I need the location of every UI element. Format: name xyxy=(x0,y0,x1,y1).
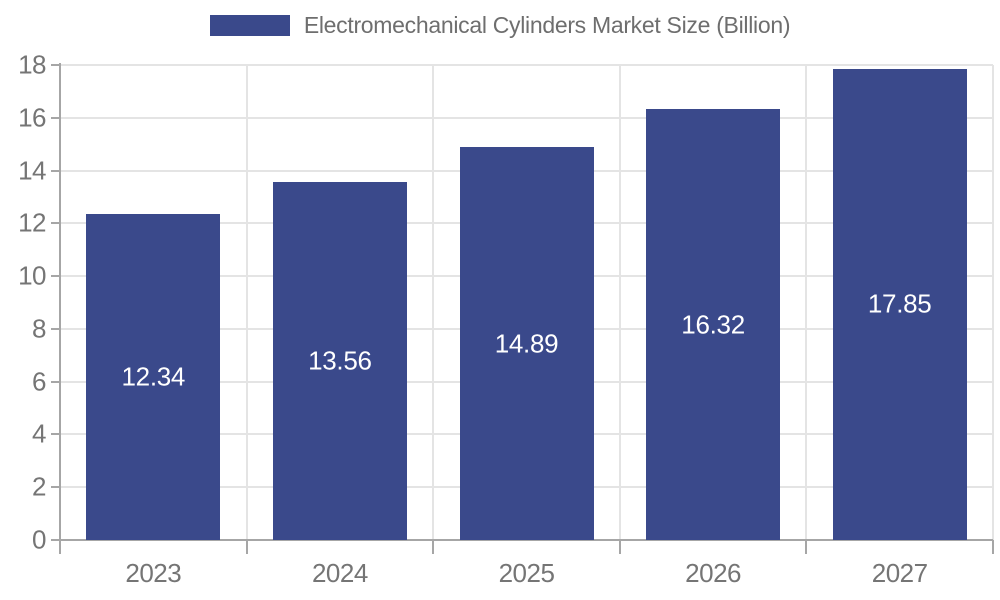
bar-2024[interactable] xyxy=(273,182,407,540)
x-axis-tick-label: 2025 xyxy=(498,558,555,588)
y-axis-tick xyxy=(51,433,60,436)
x-axis-tick xyxy=(992,540,994,554)
bar-value-label: 17.85 xyxy=(867,288,932,319)
y-axis-tick xyxy=(51,380,60,383)
x-gridline xyxy=(992,65,994,540)
x-axis-tick xyxy=(805,540,808,554)
x-axis-tick xyxy=(618,540,621,554)
y-axis-tick xyxy=(51,275,60,278)
y-gridline xyxy=(60,116,993,119)
y-axis-tick xyxy=(51,116,60,119)
x-axis-tick-label: 2026 xyxy=(685,558,742,588)
x-axis-tick-label: 2024 xyxy=(311,558,368,588)
bar-value-label: 12.34 xyxy=(121,361,186,392)
x-axis-tick xyxy=(59,540,61,554)
bar-2025[interactable] xyxy=(460,147,594,540)
y-axis-tick-label: 14 xyxy=(18,155,46,186)
y-axis-tick-label: 10 xyxy=(18,260,46,291)
legend-swatch-icon xyxy=(209,15,290,36)
y-axis-tick-label: 4 xyxy=(32,418,46,449)
y-axis-tick-label: 12 xyxy=(18,207,46,238)
bar-2026[interactable] xyxy=(646,109,780,540)
bar-2023[interactable] xyxy=(86,214,220,540)
bar-value-label: 14.89 xyxy=(494,328,559,359)
y-axis-tick xyxy=(51,169,60,172)
y-axis-line xyxy=(59,63,61,554)
x-gridline xyxy=(618,65,621,540)
y-axis-tick xyxy=(51,222,60,225)
bar-2027[interactable] xyxy=(833,68,967,540)
y-axis-tick-label: 0 xyxy=(32,524,46,555)
y-axis-tick-label: 18 xyxy=(18,49,46,80)
legend-label: Electromechanical Cylinders Market Size … xyxy=(303,12,791,38)
x-axis-tick-label: 2023 xyxy=(125,558,182,588)
chart-legend[interactable]: Electromechanical Cylinders Market Size … xyxy=(0,12,1000,39)
x-axis-line xyxy=(51,539,993,541)
x-axis-tick xyxy=(432,540,435,554)
x-axis-tick xyxy=(245,540,248,554)
x-gridline xyxy=(432,65,435,540)
x-gridline xyxy=(245,65,248,540)
bar-value-label: 16.32 xyxy=(681,309,745,340)
y-axis-tick-label: 8 xyxy=(32,313,46,344)
y-axis-tick-label: 16 xyxy=(18,102,46,133)
y-gridline xyxy=(60,64,993,66)
x-gridline xyxy=(805,65,808,540)
y-axis-tick xyxy=(51,539,60,541)
y-axis-tick xyxy=(51,64,60,66)
bar-value-label: 13.56 xyxy=(308,345,372,376)
y-axis-tick-label: 6 xyxy=(32,366,46,397)
y-axis-tick-label: 2 xyxy=(32,471,46,502)
y-axis-tick xyxy=(51,327,60,330)
y-axis-tick xyxy=(51,486,60,489)
x-axis-tick-label: 2027 xyxy=(871,558,928,588)
